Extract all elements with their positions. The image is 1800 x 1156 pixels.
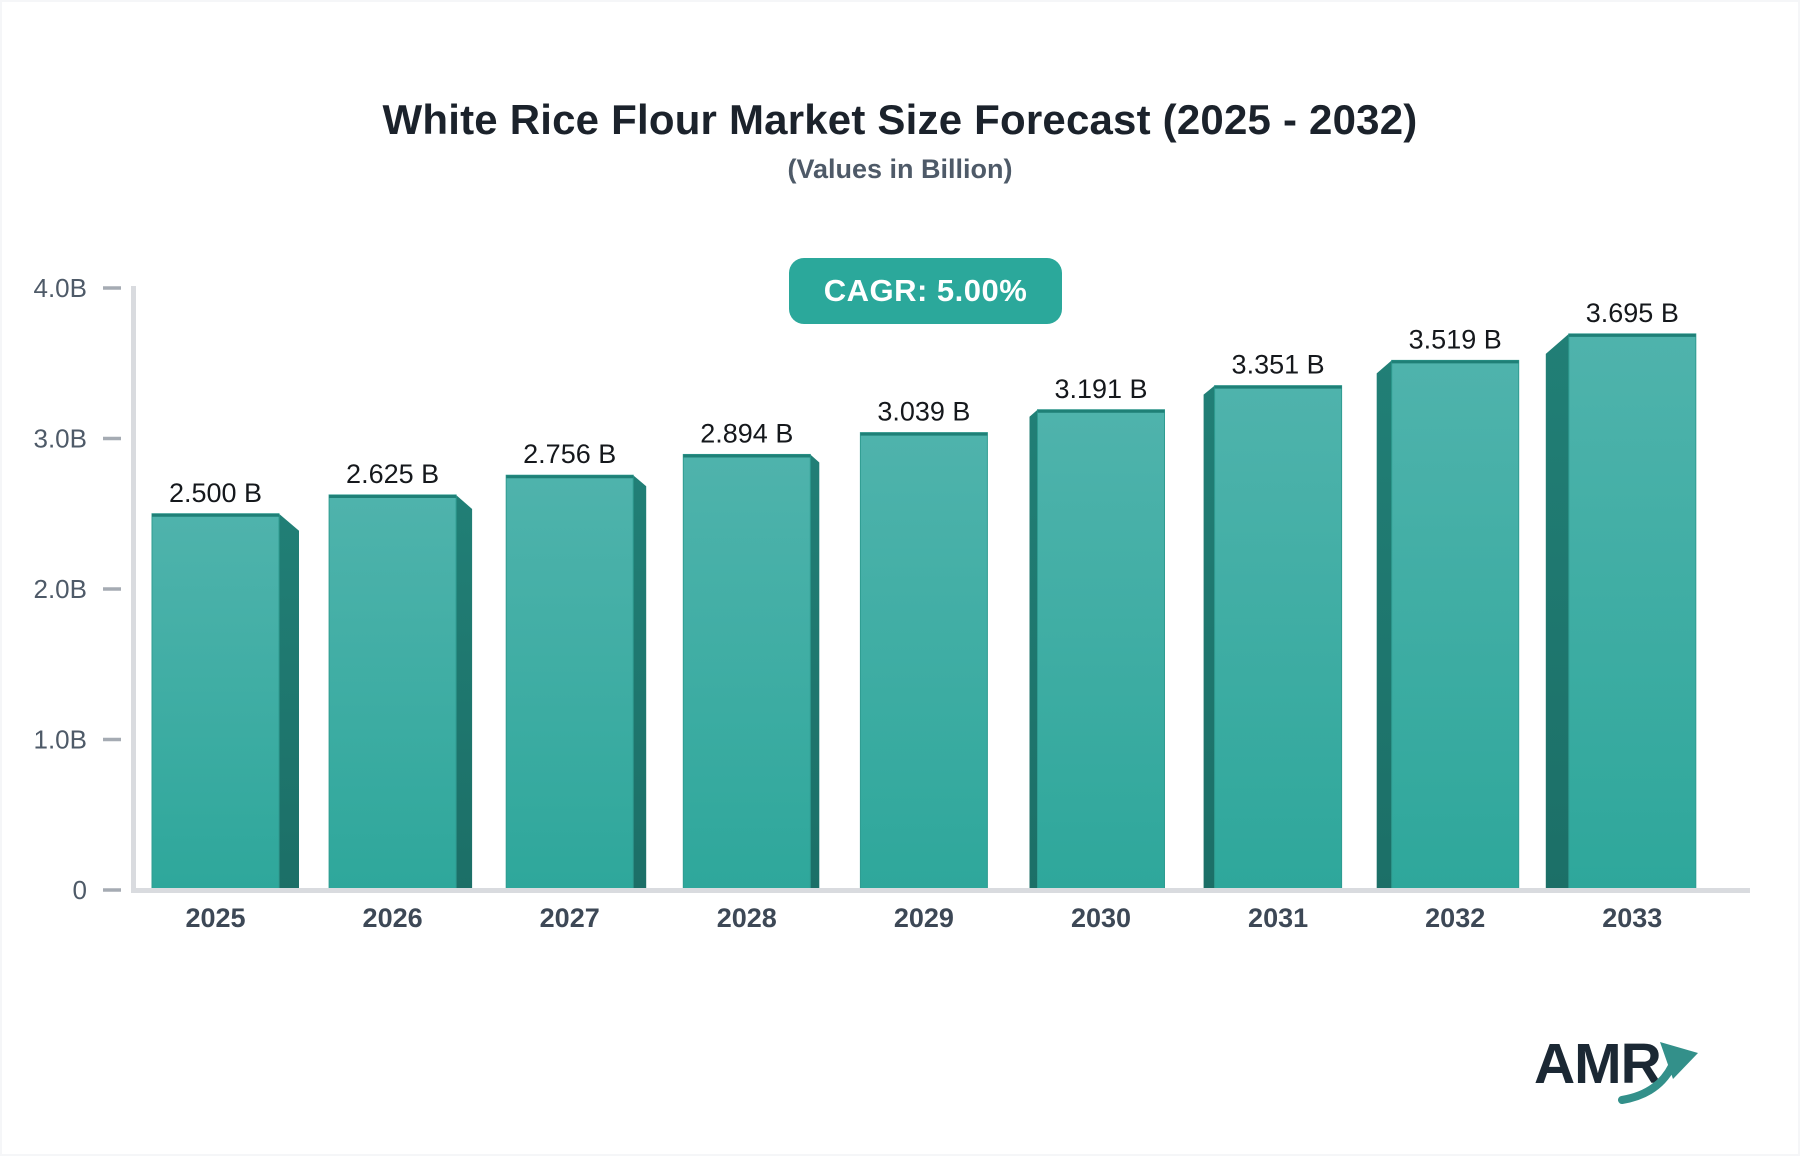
bar-value-label: 2.500 B <box>169 478 262 508</box>
bar-face <box>682 453 811 891</box>
bar-value-label: 3.191 B <box>1054 374 1147 404</box>
bar-face <box>1214 385 1343 891</box>
bar-face <box>1391 359 1520 891</box>
bar-value-label: 3.039 B <box>877 397 970 427</box>
bar-side <box>1029 409 1038 890</box>
x-tick-label: 2029 <box>894 903 954 933</box>
bar-value-label: 2.756 B <box>523 439 616 469</box>
bar-side <box>279 513 299 890</box>
y-tick-label: 3.0B <box>34 424 88 454</box>
bar-value-label: 3.695 B <box>1586 298 1679 328</box>
x-tick-label: 2028 <box>717 903 777 933</box>
bar-value-label: 3.519 B <box>1409 324 1502 354</box>
bar-side <box>1376 360 1392 890</box>
x-tick-label: 2032 <box>1425 903 1485 933</box>
growth-arrow-icon <box>1618 1042 1698 1104</box>
bar-face <box>859 432 988 891</box>
bar-face <box>505 474 634 891</box>
bar-side <box>456 494 473 890</box>
bar-side <box>810 454 820 890</box>
cagr-badge: CAGR: 5.00% <box>789 258 1062 324</box>
bar-value-label: 2.894 B <box>700 418 793 448</box>
bar-face <box>328 494 457 891</box>
amr-logo: AMR <box>1534 1036 1754 1126</box>
x-tick-label: 2030 <box>1071 903 1131 933</box>
chart-title: White Rice Flour Market Size Forecast (2… <box>382 96 1418 143</box>
amr-logo-text: AMR <box>1534 1032 1662 1096</box>
y-axis-line <box>131 286 136 893</box>
bar-side <box>633 475 647 890</box>
cagr-badge-label: CAGR: 5.00% <box>823 273 1028 308</box>
chart-subtitle: (Values in Billion) <box>787 154 1013 184</box>
bars-layer: 0 1.0B 2.0B 3.0B 4.0B 2.500 B 2025 2.625 B 2026 2… <box>34 273 1750 933</box>
x-tick-label: 2033 <box>1602 903 1662 933</box>
bar-face <box>1568 333 1697 891</box>
bar-face <box>151 513 280 891</box>
bar-face <box>1037 409 1165 891</box>
x-axis-line <box>131 888 1750 893</box>
bar-side <box>1545 333 1569 891</box>
x-tick-label: 2025 <box>185 903 245 933</box>
y-tick-label: 2.0B <box>34 574 88 604</box>
x-tick-label: 2027 <box>540 903 600 933</box>
bar-side <box>1203 385 1215 890</box>
bar-value-label: 3.351 B <box>1232 350 1325 380</box>
x-tick-label: 2031 <box>1248 903 1308 933</box>
y-tick-label: 0 <box>73 875 87 905</box>
y-tick-label: 1.0B <box>34 725 88 755</box>
bar-value-label: 2.625 B <box>346 459 439 489</box>
x-tick-label: 2026 <box>363 903 423 933</box>
y-tick-label: 4.0B <box>34 273 88 303</box>
